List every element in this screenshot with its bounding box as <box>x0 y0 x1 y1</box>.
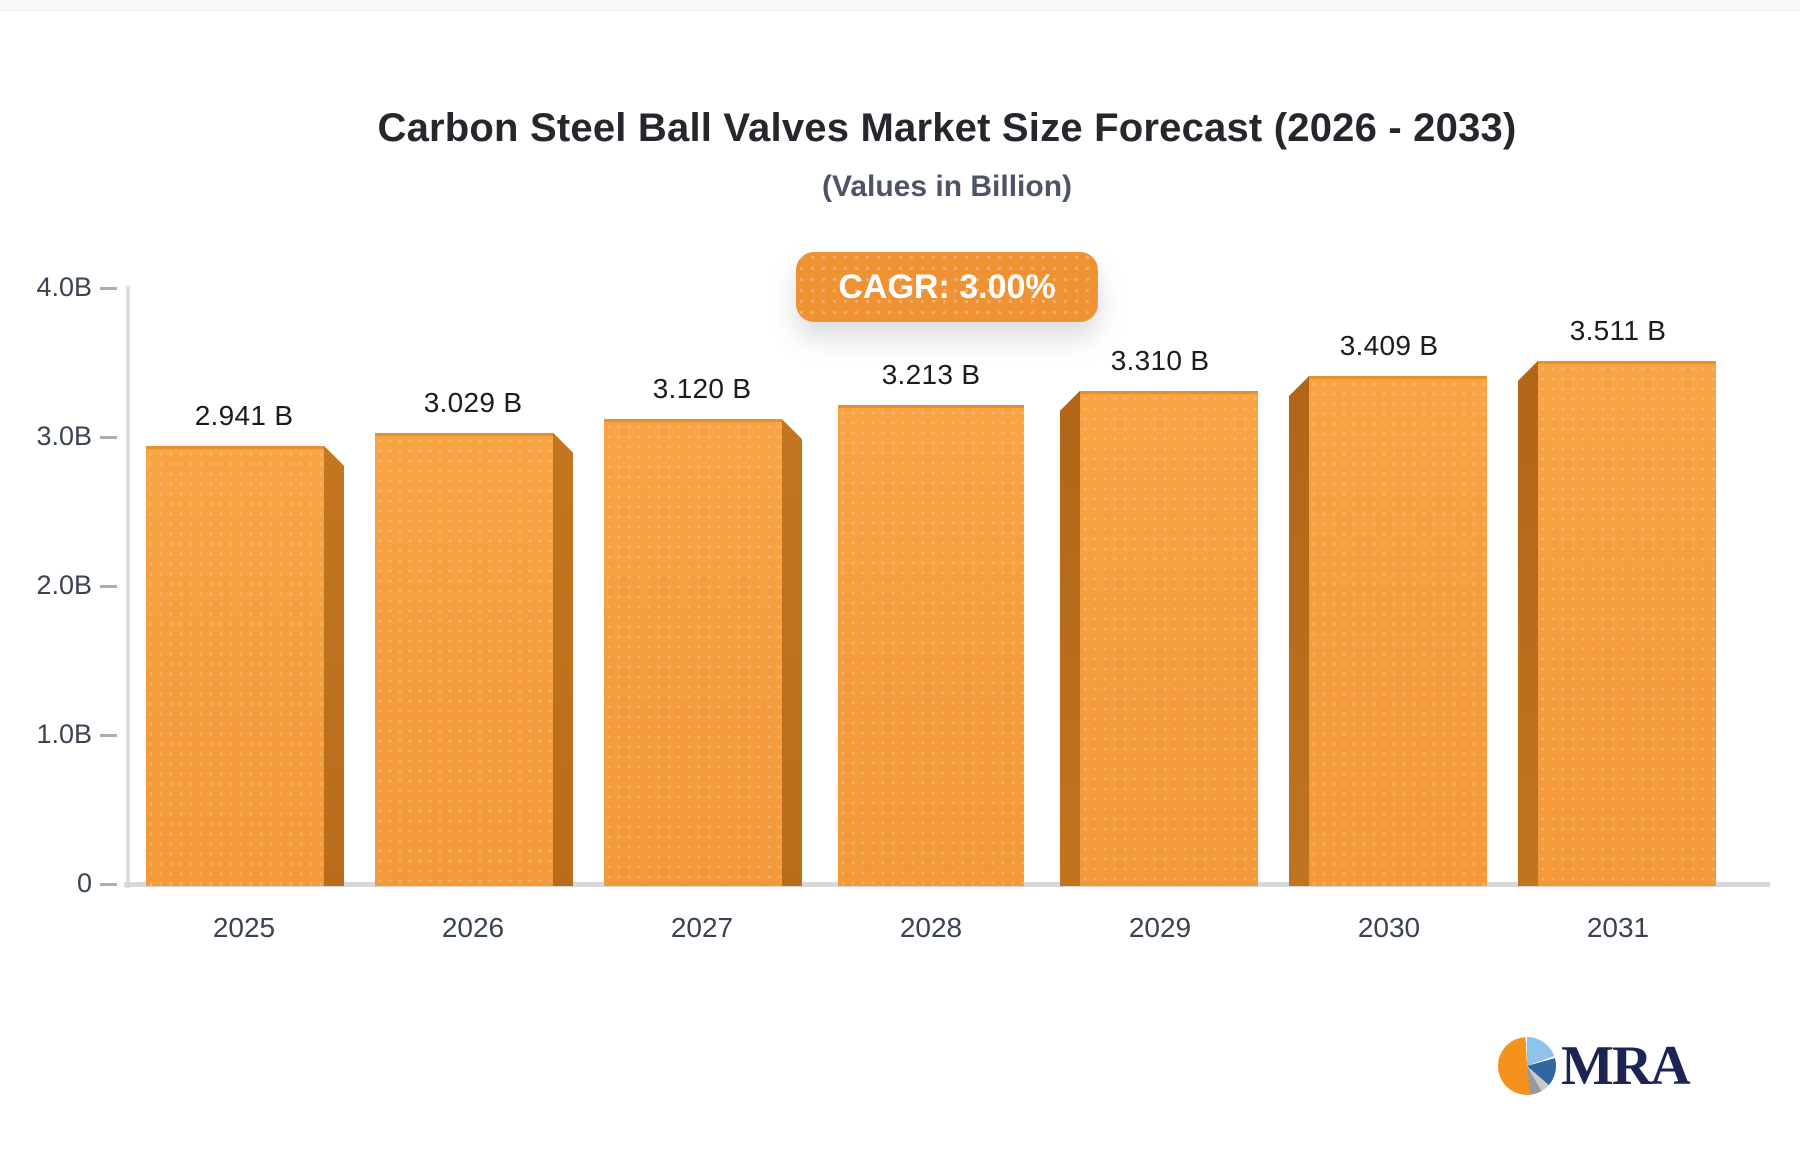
bar-side-face <box>1289 376 1309 886</box>
x-axis-label: 2031 <box>1586 912 1650 943</box>
pie-chart-icon <box>1498 1037 1556 1095</box>
cagr-badge: CAGR: 3.00% <box>796 252 1098 322</box>
bar-2025 <box>143 445 345 886</box>
bar-front-face <box>1538 360 1716 886</box>
bar-2027 <box>601 419 803 886</box>
x-axis-label: 2026 <box>441 912 505 943</box>
y-axis-tick-label: 2.0B <box>36 570 92 600</box>
bar-2028 <box>830 405 1032 886</box>
x-axis-label: 2028 <box>899 912 963 943</box>
logo-text: MRA <box>1561 1035 1691 1097</box>
x-axis-label: 2030 <box>1357 912 1421 943</box>
bar-side-face <box>1060 390 1080 886</box>
y-axis-tick <box>100 286 117 290</box>
cagr-badge-row: CAGR: 3.00% <box>124 252 1770 322</box>
bar-front-face <box>375 432 553 886</box>
bar-side-face <box>324 445 344 886</box>
y-axis-tick <box>100 435 117 439</box>
bar-2030 <box>1288 376 1490 886</box>
mra-logo: MRA <box>1498 1034 1691 1098</box>
y-axis-line <box>126 286 130 888</box>
chart-title: Carbon Steel Ball Valves Market Size For… <box>377 106 1517 150</box>
y-axis-tick <box>100 882 117 886</box>
y-axis-tick-label: 4.0B <box>36 272 92 302</box>
bar-value-label: 3.213 B <box>881 359 981 391</box>
top-edge-strip <box>0 0 1800 11</box>
x-axis-label: 2027 <box>670 912 734 943</box>
bar-front-face <box>1309 376 1487 886</box>
bar-value-label: 3.511 B <box>1569 314 1667 346</box>
chart-subtitle: (Values in Billion) <box>821 170 1073 203</box>
x-axis-label: 2025 <box>212 912 276 943</box>
bar-2026 <box>372 432 574 886</box>
bar-value-label: 3.310 B <box>1110 344 1210 376</box>
y-axis-tick <box>100 584 117 588</box>
bar-front-face <box>838 405 1024 886</box>
y-axis-tick-label: 3.0B <box>36 421 92 451</box>
bar-front-face <box>1080 390 1258 886</box>
bar-value-label: 3.120 B <box>652 373 752 405</box>
bar-2031 <box>1517 360 1719 886</box>
bar-side-face <box>1518 360 1538 886</box>
y-axis-tick-label: 1.0B <box>36 719 92 749</box>
bar-value-label: 3.029 B <box>423 386 523 418</box>
bar-value-label: 2.941 B <box>194 399 294 431</box>
x-axis-label: 2029 <box>1128 912 1192 943</box>
bar-value-label: 3.409 B <box>1339 330 1439 362</box>
bar-front-face <box>146 445 324 886</box>
y-axis-tick <box>100 733 117 737</box>
y-axis-tick-label: 0 <box>76 868 92 898</box>
bar-front-face <box>604 419 782 886</box>
bar-side-face <box>782 419 802 886</box>
bar-side-face <box>553 432 573 886</box>
bar-2029 <box>1059 390 1261 886</box>
